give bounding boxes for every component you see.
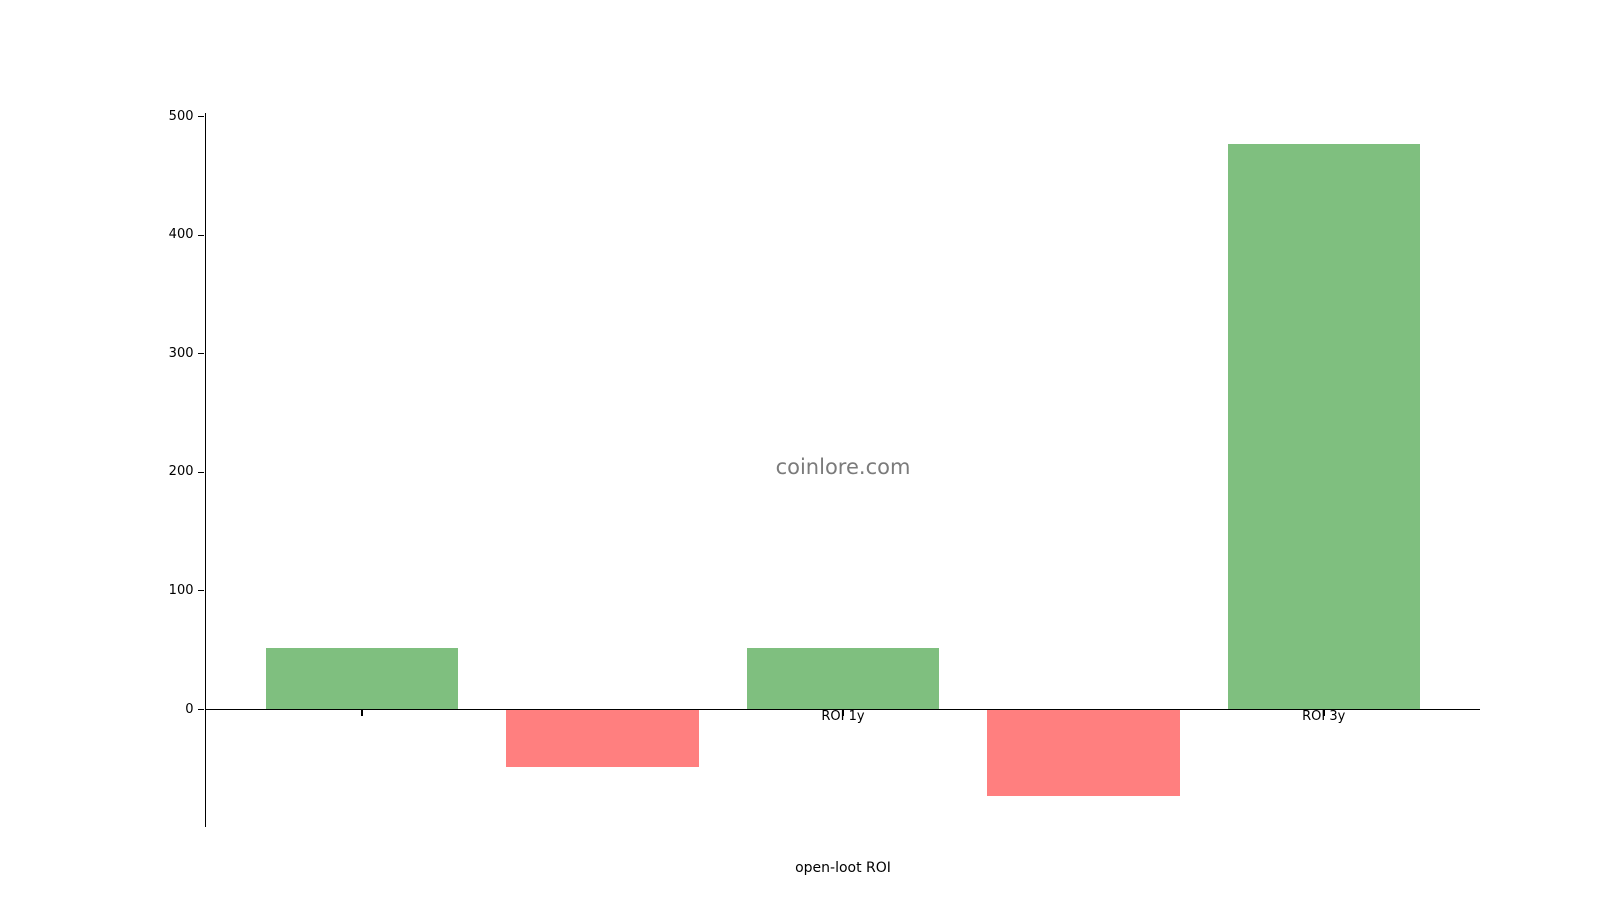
x-axis-title: open-loot ROI [795,860,891,876]
y-tick-label: 300 [168,345,194,361]
y-tick-label: 500 [168,108,194,124]
y-tick-mark [197,590,204,592]
y-tick-label: 100 [168,582,194,598]
x-tick-mark [361,710,363,717]
bar-3 [987,710,1180,796]
y-tick-mark [197,709,204,711]
x-axis-zero-line [204,708,1480,711]
watermark-text: coinlore.com [775,455,911,479]
y-tick-mark [197,471,204,473]
x-tick-mark [842,710,844,717]
y-tick-label: 400 [168,227,194,243]
y-tick-mark [197,353,204,355]
bar-2 [746,647,940,710]
x-tick-mark [1323,710,1325,717]
x-tick-label: ROI 3y [1302,709,1346,725]
y-tick-label: 0 [185,701,194,717]
bar-0 [266,647,459,710]
x-tick-label: ROI 1y [821,709,865,725]
y-tick-label: 200 [168,464,194,480]
bar-4 [1227,143,1420,710]
y-tick-mark [197,116,204,118]
y-axis-line [204,113,206,827]
y-tick-mark [197,234,204,236]
bar-1 [506,710,699,768]
